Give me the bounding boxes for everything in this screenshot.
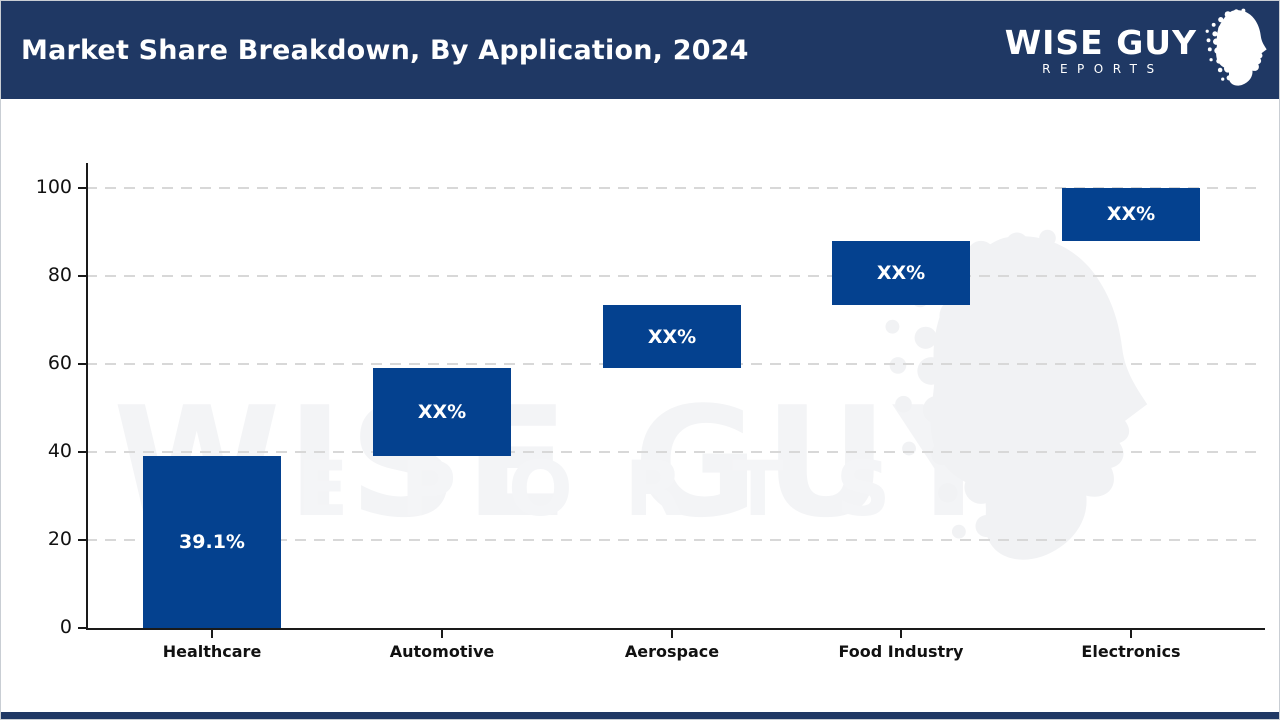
logo-head-profile-icon	[1205, 8, 1267, 86]
bar-value-label: XX%	[876, 261, 926, 284]
y-axis-tick	[78, 363, 86, 365]
x-axis-category-label: Electronics	[1081, 642, 1181, 661]
logo-text: WISE GUY REPORTS	[1005, 26, 1197, 75]
x-axis-category-label: Food Industry	[838, 642, 964, 661]
bar-value-label: XX%	[1106, 203, 1156, 226]
bar-aerospace: XX%	[603, 305, 741, 369]
x-axis-tick	[671, 630, 673, 638]
header-bar: Market Share Breakdown, By Application, …	[1, 1, 1279, 99]
y-axis-tick	[78, 187, 86, 189]
y-gridline	[86, 539, 1257, 541]
y-axis-tick-label: 60	[47, 352, 72, 374]
x-axis-tick	[441, 630, 443, 638]
y-axis-tick	[78, 451, 86, 453]
logo-subtitle: REPORTS	[1042, 61, 1164, 76]
chart-title: Market Share Breakdown, By Application, …	[21, 34, 749, 66]
x-axis-line	[86, 628, 1265, 630]
x-axis-tick	[1130, 630, 1132, 638]
bar-healthcare: 39.1%	[143, 455, 281, 628]
chart-area: WISE GUY REPORTS 0 20 40 60 80 100 39.1% X	[1, 99, 1279, 714]
y-gridline	[86, 275, 1257, 277]
bar-value-label: XX%	[647, 325, 697, 348]
y-axis-line	[86, 163, 88, 630]
x-axis-category-label: Automotive	[389, 642, 495, 661]
y-axis-tick-label: 100	[35, 176, 72, 198]
bar-food-industry: XX%	[832, 240, 970, 306]
x-axis-tick	[900, 630, 902, 638]
bar-electronics: XX%	[1062, 188, 1200, 241]
watermark-subtitle: REPORTS	[186, 444, 943, 533]
x-axis-category-label: Aerospace	[624, 642, 720, 661]
y-axis-tick	[78, 275, 86, 277]
y-axis-tick-label: 40	[47, 440, 72, 462]
bar-value-label: 39.1%	[179, 530, 245, 553]
y-axis-tick-label: 80	[47, 264, 72, 286]
y-gridline	[86, 187, 1257, 189]
y-axis-tick	[78, 627, 86, 629]
x-axis-tick	[211, 630, 213, 638]
bar-value-label: XX%	[417, 401, 467, 424]
y-axis-tick-label: 20	[47, 528, 72, 550]
logo-wordmark: WISE GUY	[1004, 22, 1197, 62]
footer-accent-strip	[1, 712, 1279, 719]
wise-guy-reports-logo: WISE GUY REPORTS	[1005, 8, 1279, 92]
x-axis-category-label: Healthcare	[162, 642, 262, 661]
bar-automotive: XX%	[373, 368, 511, 456]
watermark-head-profile-icon	[885, 229, 1148, 560]
y-gridline	[86, 451, 1257, 453]
y-axis-tick	[78, 539, 86, 541]
y-axis-tick-label: 0	[59, 616, 72, 638]
